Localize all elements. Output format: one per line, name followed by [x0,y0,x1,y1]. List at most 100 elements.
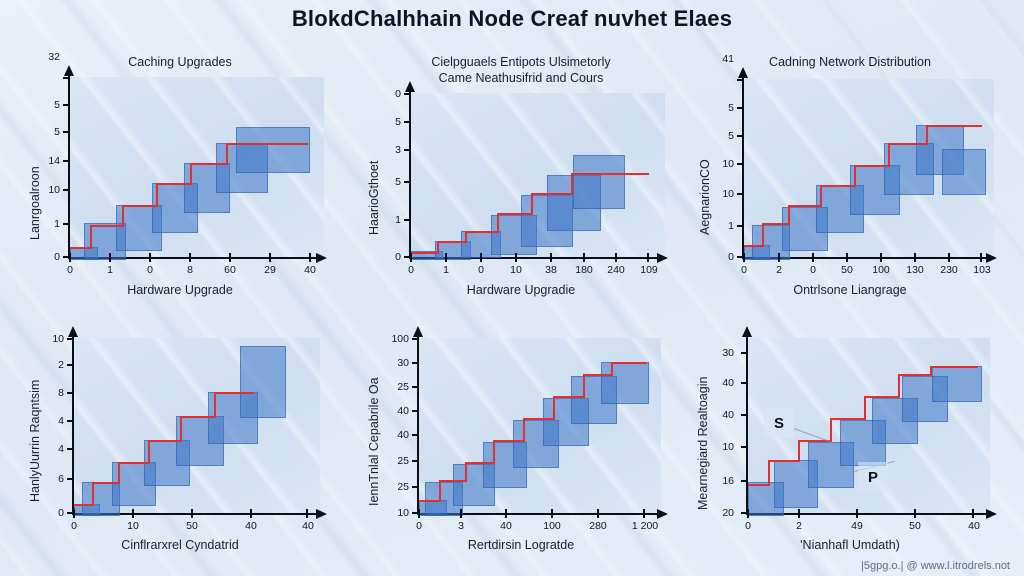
step-line-seg [439,480,467,482]
chart-panel-2: Cielpguaels Entipots Ulsimetorly Came Ne… [361,55,681,305]
x-tick [505,509,507,518]
y-tick-label: 0 [58,507,64,519]
step-line-seg [768,460,800,462]
x-tick [778,253,780,262]
y-tick [737,135,743,137]
step-line-seg [611,362,647,364]
x-tick-label: 40 [968,520,980,532]
y-tick [63,160,69,162]
y-tick-label: 0 [728,251,734,263]
y-tick [67,420,73,422]
panel-1-y-arrow [64,65,74,76]
panel-3-x-label: Ontrlsone Liangrage [793,283,907,297]
y-tick [412,338,418,340]
step-line-rise [571,173,573,194]
x-tick [269,253,271,262]
x-tick [615,253,617,262]
step-line-seg [437,241,467,243]
step-line-rise [898,374,900,398]
y-tick-label: 41 [722,53,734,65]
step-line-seg [90,225,124,227]
x-tick [250,509,252,518]
x-tick-label: 8 [187,264,193,276]
x-tick-label: 49 [851,520,863,532]
step-line-rise [439,480,441,502]
step-line-seg [854,165,890,167]
x-tick [980,253,982,262]
y-tick [404,181,410,183]
y-tick-label: 30 [397,357,409,369]
y-tick [63,189,69,191]
panel-6-y-arrow [742,326,752,337]
step-line-seg [788,205,822,207]
step-line-seg [493,440,525,442]
annotation-tag-p: P [858,462,888,492]
chart-panel-1: Caching Upgrades 32 5 [20,51,340,305]
step-line-seg [571,173,649,175]
data-box [240,346,286,418]
y-tick [67,448,73,450]
x-tick [551,509,553,518]
x-tick-label: 0 [478,264,484,276]
panel-3-y-axis [742,77,744,259]
y-tick [412,386,418,388]
panel-4-x-arrow [316,509,327,519]
x-tick [914,253,916,262]
step-line-rise [118,462,120,484]
step-line-seg [762,223,790,225]
x-tick [418,509,420,518]
panel-4-y-arrow [68,326,78,337]
x-tick [480,253,482,262]
panel-4-y-label: HanlyUurrin Raqntsim [28,379,42,502]
y-tick [63,223,69,225]
step-line-rise [762,223,764,247]
x-tick-label: 1 200 [631,520,659,532]
x-tick [306,509,308,518]
x-tick [191,509,193,518]
y-tick [404,219,410,221]
panel-2-y-axis [409,91,411,259]
x-tick [309,253,311,262]
step-line-seg [926,125,982,127]
panel-2-x-arrow [657,253,668,263]
step-line-seg [156,183,192,185]
x-tick-label: 0 [741,264,747,276]
y-tick [67,392,73,394]
y-tick [67,478,73,480]
step-line-rise [820,185,822,207]
step-line-rise [90,225,92,249]
step-line-seg [930,366,978,368]
step-line-seg [744,245,764,247]
x-tick [972,509,974,518]
step-line-rise [148,440,150,464]
step-line-seg [70,247,92,249]
step-line-seg [553,396,585,398]
x-tick-label: 130 [906,264,924,276]
y-tick-label: 2 [58,359,64,371]
step-line-rise [122,205,124,227]
step-line-rise [523,418,525,442]
y-tick-label: 0 [395,251,401,263]
step-line-rise [190,163,192,185]
data-box [601,362,649,404]
y-tick-label: 100 [391,333,409,345]
x-tick [109,253,111,262]
x-tick-label: 1 [107,264,113,276]
x-tick-label: 10 [510,264,522,276]
step-line-rise [180,416,182,442]
x-tick-label: 50 [909,520,921,532]
data-box [932,366,982,402]
panel-6-x-label: 'Nianhafl Umdath) [800,538,900,552]
x-tick-label: 280 [589,520,607,532]
chart-panel-4: 10 2 8 4 4 6 0 0 10 50 40 40 Cinflrarxre… [20,326,340,570]
panel-2-y-arrow [405,81,415,92]
step-line-rise [798,440,800,462]
y-tick [404,149,410,151]
chart-panel-6: S P 30 40 40 10 16 20 0 2 49 50 40 'Nian… [690,326,1010,570]
x-tick [643,509,645,518]
x-tick [189,253,191,262]
y-tick-label: 10 [52,333,64,345]
x-tick-label: 0 [810,264,816,276]
y-tick [404,93,410,95]
x-tick-label: 103 [973,264,991,276]
